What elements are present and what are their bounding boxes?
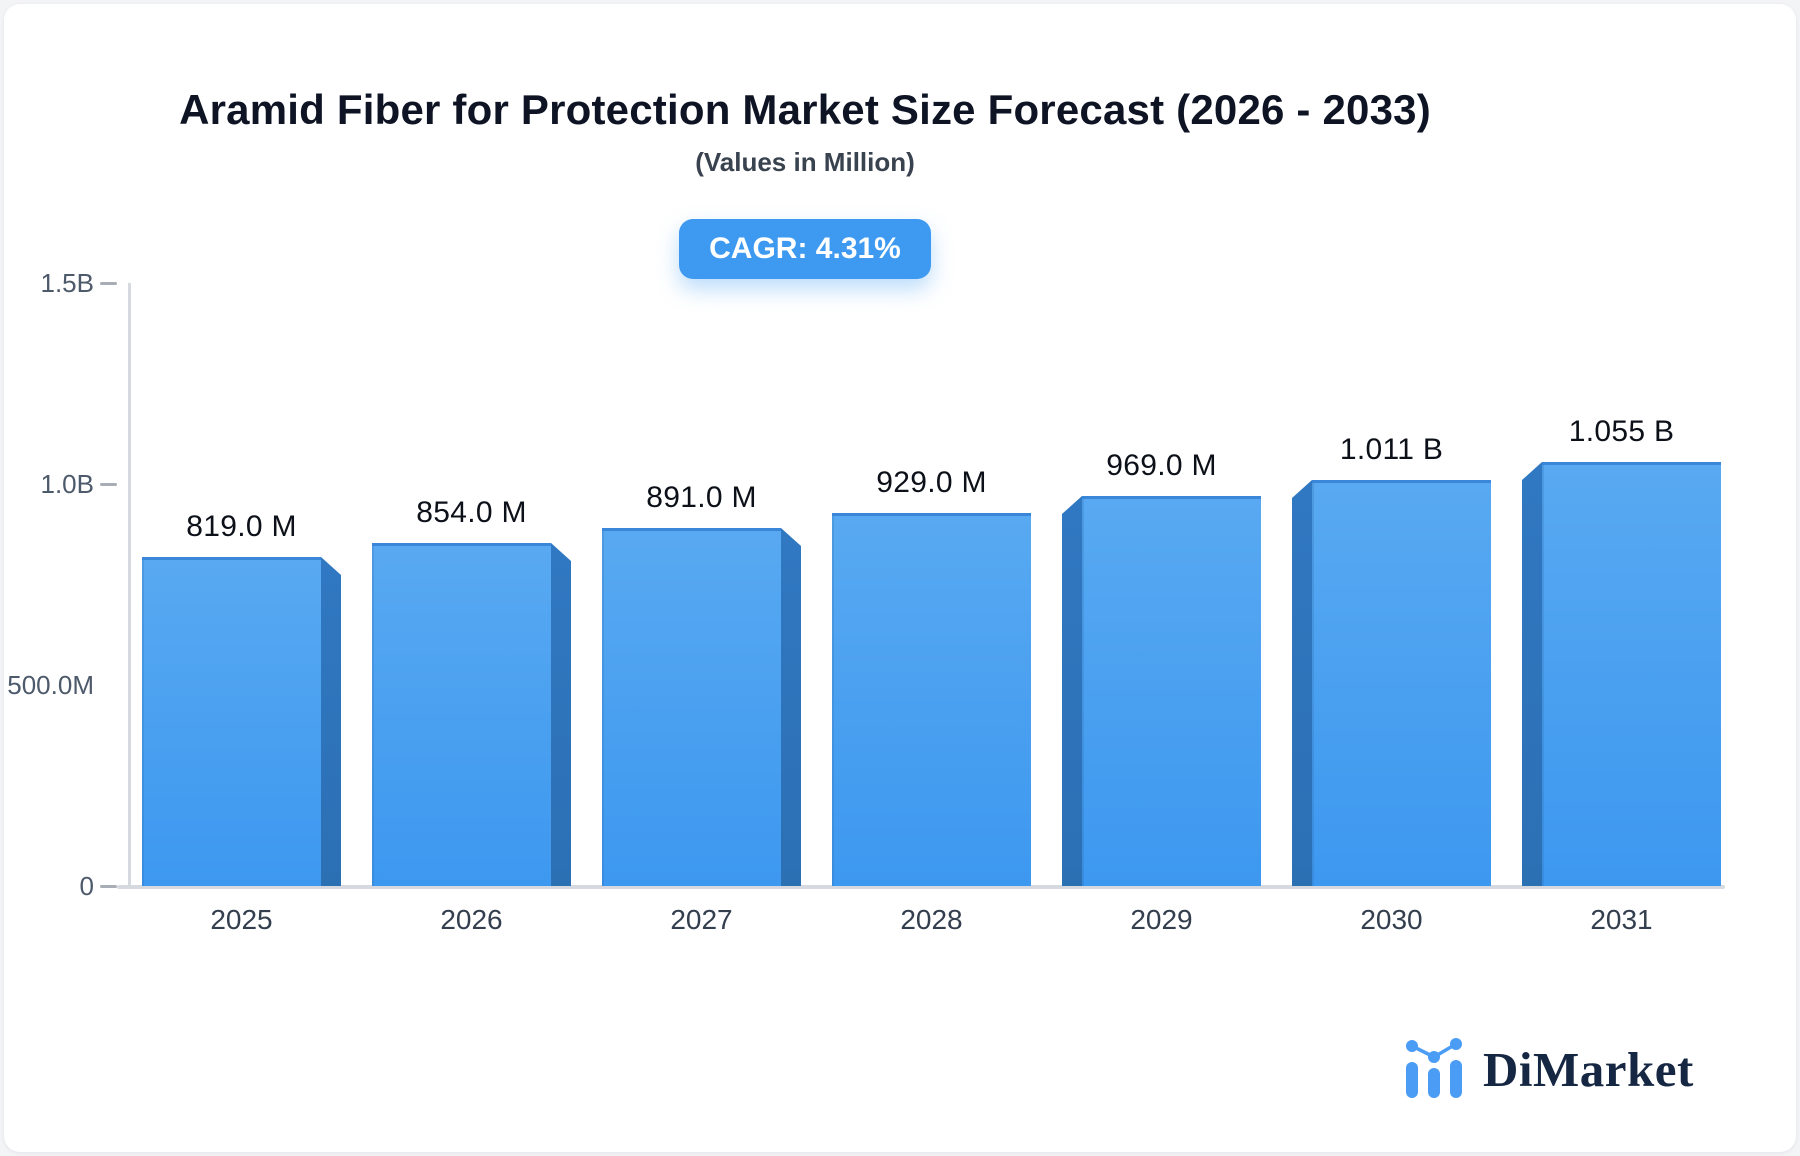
- brand-name: DiMarket: [1483, 1041, 1694, 1097]
- bar-3d-side: [781, 528, 801, 886]
- bar-value-label: 1.011 B: [1339, 433, 1444, 466]
- y-axis-tick-label: 1.5B: [40, 268, 95, 298]
- bar-face[interactable]: [142, 557, 321, 886]
- bar-2031[interactable]: [1522, 462, 1721, 886]
- x-axis-label: 2028: [900, 904, 963, 935]
- bar-3d-side: [321, 557, 341, 886]
- chart-card: Aramid Fiber for Protection Market Size …: [4, 4, 1796, 1152]
- bar-value-label: 969.0 M: [1106, 449, 1217, 482]
- y-axis-tick-mark: [100, 282, 117, 285]
- chart-stage: Aramid Fiber for Protection Market Size …: [4, 4, 1796, 1152]
- x-axis-label: 2027: [670, 904, 733, 935]
- bar-face[interactable]: [832, 513, 1031, 886]
- x-axis-label: 2030: [1360, 904, 1423, 935]
- x-axis-label: 2029: [1130, 904, 1193, 935]
- bar-2029[interactable]: [1062, 496, 1261, 886]
- x-axis-baseline: [117, 885, 1725, 889]
- bar-face[interactable]: [1082, 496, 1261, 886]
- bar-face[interactable]: [1542, 462, 1721, 886]
- bar-2027[interactable]: [602, 528, 801, 886]
- bar-value-label: 929.0 M: [876, 466, 987, 499]
- bar-chart-logo-icon: [1406, 1038, 1462, 1098]
- bar-2026[interactable]: [372, 543, 571, 886]
- x-axis-label: 2031: [1590, 904, 1653, 935]
- chart-title: Aramid Fiber for Protection Market Size …: [179, 86, 1431, 133]
- cagr-badge-row: CAGR: 4.31%: [50, 219, 1560, 279]
- chart-header: Aramid Fiber for Protection Market Size …: [50, 4, 1560, 300]
- y-axis-line: [128, 283, 131, 889]
- bar-2025[interactable]: [142, 557, 341, 886]
- y-axis-tick-label: 0: [79, 871, 94, 901]
- y-axis-tick-mark: [100, 483, 117, 486]
- x-axis-label: 2025: [210, 904, 273, 935]
- bar-3d-side: [1062, 496, 1082, 886]
- bar-2030[interactable]: [1292, 480, 1491, 886]
- bar-face[interactable]: [372, 543, 551, 886]
- bar-value-label: 1.055 B: [1568, 415, 1675, 448]
- cagr-badge: CAGR: 4.31%: [679, 219, 931, 279]
- y-axis-tick-label: 500.0M: [7, 670, 94, 700]
- bar-2028[interactable]: [832, 513, 1031, 886]
- bar-3d-side: [1292, 480, 1312, 886]
- bar-face[interactable]: [1312, 480, 1491, 886]
- bar-3d-side: [1522, 462, 1542, 886]
- bar-value-label: 891.0 M: [646, 481, 757, 514]
- bar-value-label: 854.0 M: [416, 496, 527, 529]
- x-axis-label: 2026: [440, 904, 503, 935]
- y-axis-tick-label: 1.0B: [40, 469, 95, 499]
- brand-logo: DiMarket: [1404, 1038, 1694, 1100]
- bar-value-label: 819.0 M: [186, 510, 297, 543]
- chart-subtitle: (Values in Million): [695, 147, 915, 177]
- bar-3d-side: [551, 543, 571, 886]
- bar-face[interactable]: [602, 528, 781, 886]
- y-axis-tick-mark: [100, 885, 117, 888]
